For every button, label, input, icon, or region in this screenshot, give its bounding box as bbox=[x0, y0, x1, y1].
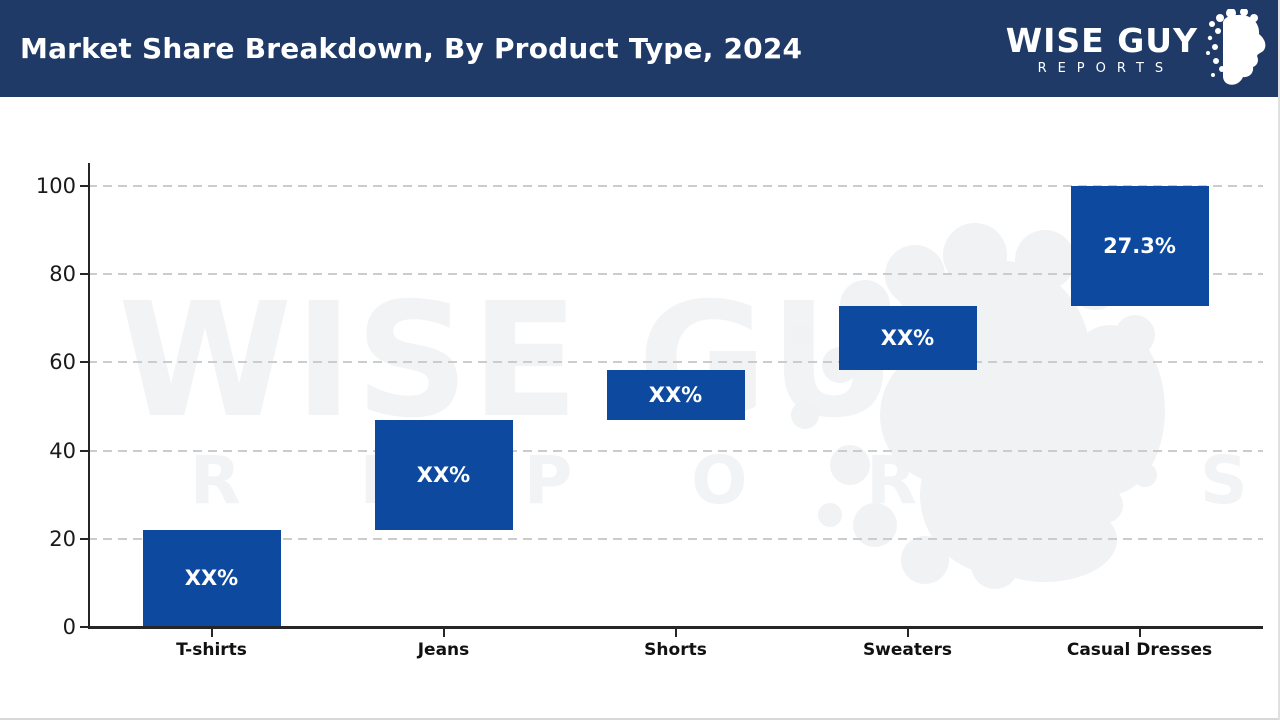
bar-value-label: XX% bbox=[648, 383, 703, 408]
dotted-face-profile-icon bbox=[1206, 9, 1266, 85]
bar-value-label: 27.3% bbox=[1103, 234, 1176, 259]
gridline-y-80 bbox=[88, 273, 1263, 276]
x-axis-category-label: Shorts bbox=[644, 640, 707, 660]
y-axis-tick-0 bbox=[80, 626, 88, 628]
y-axis-tick-100 bbox=[80, 185, 88, 187]
bar-value-label: XX% bbox=[880, 326, 935, 351]
chart-title: Market Share Breakdown, By Product Type,… bbox=[20, 32, 803, 65]
gridline-y-60 bbox=[88, 361, 1263, 364]
bar-t-shirts: XX% bbox=[142, 529, 281, 627]
bar-jeans: XX% bbox=[374, 419, 513, 530]
gridline-y-40 bbox=[88, 449, 1263, 452]
logo-subtitle: REPORTS bbox=[1037, 60, 1175, 76]
logo-wordmark: WISE GUY bbox=[1005, 20, 1198, 60]
x-axis-tick-3 bbox=[674, 629, 677, 637]
bar-value-label: XX% bbox=[184, 566, 239, 591]
y-axis-tick-label: 80 bbox=[49, 262, 76, 287]
bar-sweaters: XX% bbox=[838, 306, 977, 371]
bar-value-label: XX% bbox=[416, 462, 471, 487]
y-axis-tick-60 bbox=[80, 361, 88, 364]
y-axis-tick-20 bbox=[80, 537, 88, 540]
bar-casual-dresses: 27.3% bbox=[1070, 186, 1209, 307]
wise-guy-reports-logo: WISE GUY REPORTS bbox=[1006, 6, 1266, 92]
x-axis-tick-5 bbox=[1138, 629, 1141, 637]
y-axis-tick-label: 20 bbox=[49, 526, 76, 551]
page-right-border bbox=[1278, 0, 1280, 720]
x-axis-tick-4 bbox=[906, 629, 909, 637]
gridline-y-100 bbox=[88, 185, 1263, 187]
bar-shorts: XX% bbox=[606, 370, 745, 420]
header-band: Market Share Breakdown, By Product Type,… bbox=[0, 0, 1280, 97]
y-axis-tick-label: 60 bbox=[49, 350, 76, 375]
x-axis-tick-2 bbox=[442, 629, 445, 637]
y-axis-tick-label: 0 bbox=[62, 615, 76, 639]
y-axis-tick-label: 100 bbox=[35, 174, 76, 198]
x-axis-category-label: Sweaters bbox=[862, 640, 953, 660]
x-axis-category-label: Casual Dresses bbox=[1066, 640, 1213, 660]
x-axis-tick-1 bbox=[210, 629, 213, 637]
logo-text: WISE GUY REPORTS bbox=[1006, 24, 1198, 75]
x-axis-category-label: T-shirts bbox=[176, 640, 247, 660]
y-axis-tick-40 bbox=[80, 449, 88, 452]
y-axis-line bbox=[88, 163, 90, 628]
gridline-y-20 bbox=[88, 537, 1263, 540]
page-bottom-border bbox=[0, 718, 1280, 720]
x-axis-category-label: Jeans bbox=[417, 640, 470, 660]
y-axis-tick-label: 40 bbox=[49, 438, 76, 463]
x-axis-line bbox=[88, 626, 1263, 629]
y-axis-tick-80 bbox=[80, 273, 88, 276]
